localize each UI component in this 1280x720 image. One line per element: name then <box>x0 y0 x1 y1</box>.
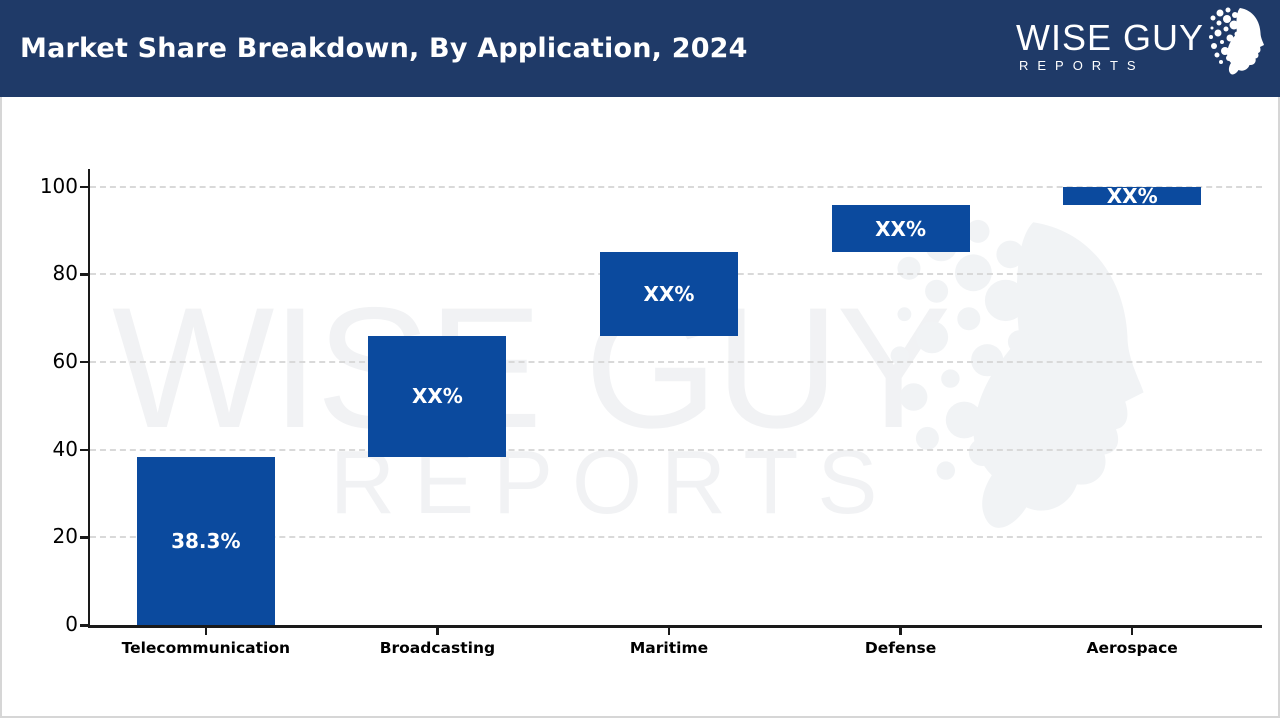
y-axis-tick-label: 80 <box>52 261 78 286</box>
y-axis-tick <box>80 624 89 627</box>
x-axis-category-label: Maritime <box>629 639 709 657</box>
bar-maritime <box>600 252 738 336</box>
x-axis-tick <box>1130 627 1134 635</box>
logo-subtext: REPORTS <box>1018 58 1145 74</box>
x-axis-line <box>87 625 1262 628</box>
y-axis-tick <box>80 185 89 188</box>
bar-value-label: XX% <box>1106 183 1158 208</box>
x-axis-category-label: Broadcasting <box>379 639 496 657</box>
x-axis-tick <box>204 627 208 635</box>
x-axis-category-label: Defense <box>864 639 937 657</box>
page-title: Market Share Breakdown, By Application, … <box>20 33 748 64</box>
y-gridline <box>90 185 1262 188</box>
logo-text: WISE GUY REPORTS <box>1015 16 1204 74</box>
bar-value-label: XX% <box>875 216 927 241</box>
page-frame-bottom <box>0 716 1280 718</box>
x-axis-category-label: Aerospace <box>1086 639 1178 657</box>
y-gridline <box>90 360 1262 363</box>
logo-wordmark: WISE GUY <box>1015 16 1204 58</box>
y-axis-tick <box>80 448 89 452</box>
page-frame-left <box>0 97 2 718</box>
x-axis-category-label: Telecommunication <box>121 639 291 657</box>
y-axis-tick-label: 20 <box>52 524 78 549</box>
y-axis-tick-label: 40 <box>52 436 78 461</box>
y-gridline <box>90 448 1262 451</box>
bar-aerospace <box>1063 186 1202 206</box>
y-axis-tick <box>80 360 89 364</box>
x-axis-tick <box>436 627 439 635</box>
page-frame-right <box>1278 97 1280 718</box>
header: Market Share Breakdown, By Application, … <box>0 0 1280 97</box>
bar-value-label: 38.3% <box>171 529 241 554</box>
y-axis-tick-label: 100 <box>39 173 78 198</box>
x-axis-tick <box>899 627 902 635</box>
y-axis-tick <box>80 536 89 539</box>
bar-value-label: XX% <box>411 384 463 409</box>
bar-value-label: XX% <box>643 281 695 306</box>
y-gridline <box>90 536 1262 539</box>
y-axis-tick-label: 0 <box>65 612 78 636</box>
y-axis-tick-label: 60 <box>52 348 78 373</box>
y-axis-tick <box>80 273 89 276</box>
x-axis-tick <box>667 627 671 635</box>
y-axis-line <box>87 168 90 628</box>
bar-broadcasting <box>368 335 507 458</box>
brand-logo: WISE GUY REPORTS <box>1016 6 1268 86</box>
bar-telecommunication <box>136 457 275 625</box>
